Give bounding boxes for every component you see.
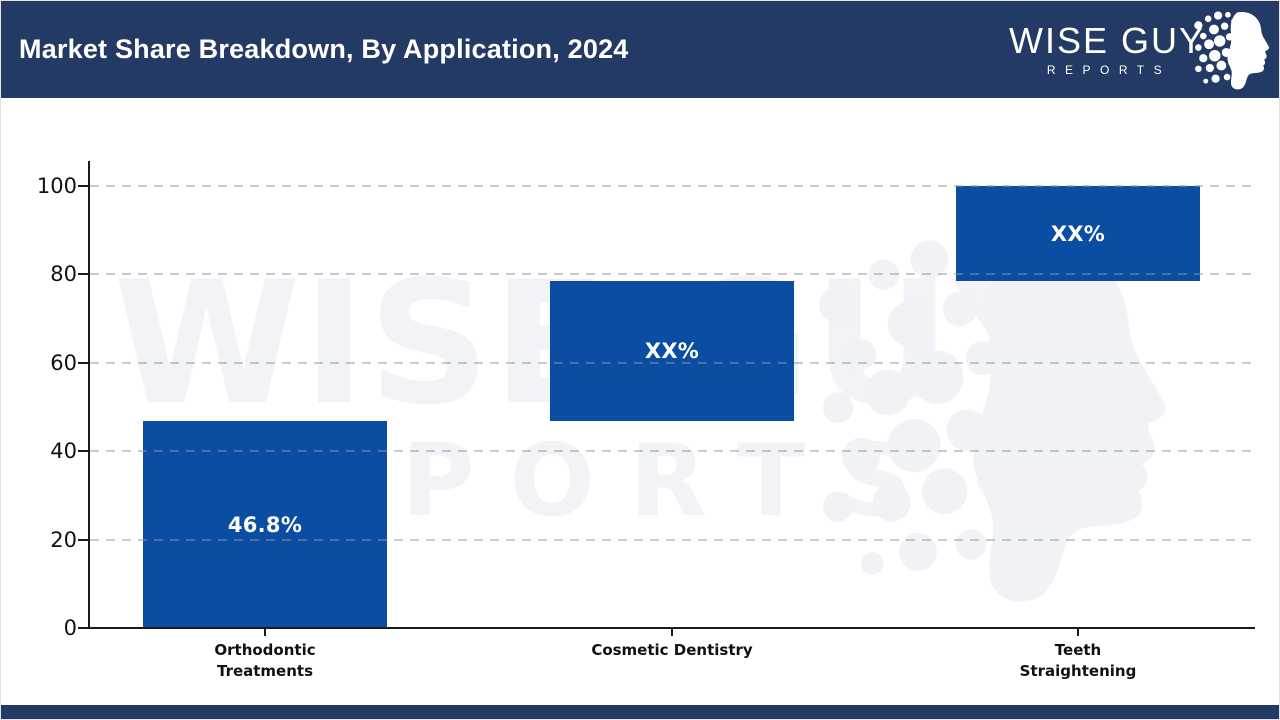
category-line: Teeth [1054, 641, 1102, 659]
x-category-label: Cosmetic Dentistry [512, 640, 832, 661]
gridline-60 [90, 362, 1254, 364]
x-tick [671, 629, 673, 636]
gridline-40 [90, 450, 1254, 452]
page-title: Market Share Breakdown, By Application, … [19, 34, 629, 64]
category-line: Orthodontic [214, 641, 316, 659]
logo-subtext: REPORTS [1046, 62, 1172, 77]
category-line: Treatments [216, 662, 314, 680]
face-profile-icon [1191, 7, 1273, 93]
bar-orthodontic-treatments: 46.8% [143, 421, 387, 628]
footer-bar [1, 705, 1279, 719]
y-tick [78, 450, 89, 452]
y-tick-label: 100 [36, 174, 77, 198]
gridline-100 [90, 185, 1254, 187]
y-tick-label: 0 [63, 616, 77, 640]
brand-logo-text: WISE GUY REPORTS [1008, 19, 1205, 77]
bar-cosmetic-dentistry: XX% [550, 281, 794, 422]
y-tick [78, 273, 89, 275]
y-tick [78, 539, 89, 541]
bar-teeth-straightening: XX% [956, 186, 1200, 282]
y-tick-label: 20 [50, 528, 77, 552]
x-tick [1077, 629, 1079, 636]
bar-value-label: XX% [644, 339, 700, 364]
x-tick [264, 629, 266, 636]
gridline-20 [90, 539, 1254, 541]
category-line: Cosmetic Dentistry [591, 641, 753, 659]
x-category-label: Orthodontic Treatments [105, 640, 425, 682]
y-tick-label: 60 [50, 351, 77, 375]
x-axis-line [88, 627, 1255, 629]
y-tick [78, 362, 89, 364]
bar-value-label: XX% [1050, 221, 1106, 246]
bar-value-label: 46.8% [227, 512, 303, 537]
brand-logo: WISE GUY REPORTS [1009, 1, 1273, 98]
x-category-label: Teeth Straightening [918, 640, 1238, 682]
y-axis-line [88, 161, 90, 629]
category-line: Straightening [1019, 662, 1137, 680]
y-tick [78, 627, 89, 629]
gridline-80 [90, 273, 1254, 275]
y-tick-label: 80 [50, 262, 77, 286]
watermark-face-icon [759, 229, 1229, 609]
header: Market Share Breakdown, By Application, … [1, 1, 1279, 98]
y-tick [78, 185, 89, 187]
y-tick-label: 40 [50, 439, 77, 463]
logo-wordmark: WISE GUY [1008, 19, 1205, 61]
